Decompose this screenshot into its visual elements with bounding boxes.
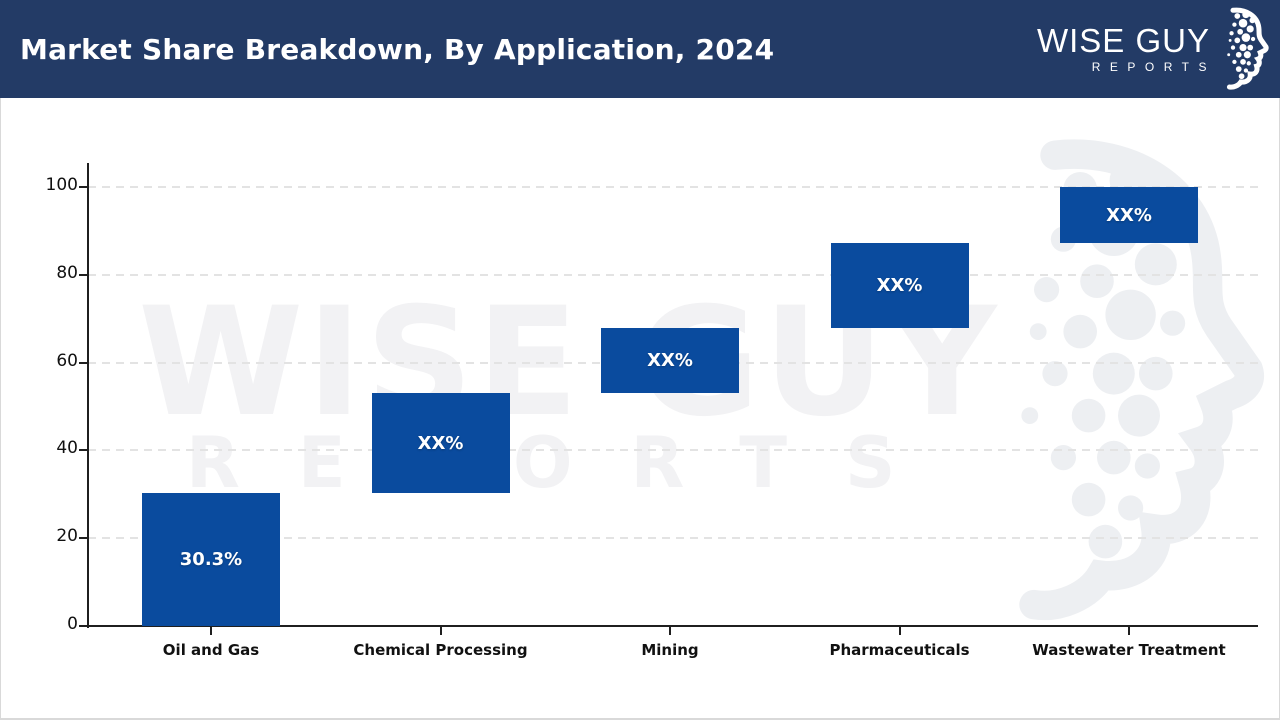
x-axis-line (84, 625, 1258, 627)
y-gridline (88, 186, 1258, 188)
x-tick-label: Wastewater Treatment (1032, 641, 1226, 659)
x-tick-mark (669, 627, 671, 635)
x-tick-mark (898, 627, 901, 635)
header-banner: Market Share Breakdown, By Application, … (0, 0, 1280, 98)
y-tick-label: 20 (56, 526, 78, 547)
chart-title: Market Share Breakdown, By Application, … (20, 32, 775, 66)
y-axis-line (87, 163, 89, 628)
x-tick-label: Chemical Processing (353, 641, 528, 659)
bar-value-label: XX% (647, 350, 693, 372)
y-gridline (88, 537, 1258, 540)
bar-value-label: XX% (1106, 204, 1152, 226)
y-tick-label: 60 (56, 350, 78, 371)
wiseguy-face-icon (1226, 7, 1269, 90)
x-tick-mark (439, 627, 442, 635)
y-tick-mark (79, 625, 88, 627)
brand-logo-text: WISE GUY REPORTS (1037, 24, 1210, 74)
y-tick-mark (79, 449, 88, 452)
brand-subtitle: REPORTS (1091, 60, 1216, 74)
waterfall-bar: XX% (1060, 187, 1198, 244)
y-tick-mark (79, 361, 88, 364)
watermark-text-reports: REPORTS (186, 422, 954, 504)
y-tick-label: 0 (67, 614, 78, 634)
bar-value-label: XX% (876, 275, 923, 297)
x-tick-label: Pharmaceuticals (829, 641, 970, 659)
waterfall-bar: XX% (601, 328, 739, 394)
x-tick-label: Mining (641, 641, 699, 659)
x-tick-mark (1128, 627, 1130, 635)
brand-logo: WISE GUY REPORTS (1037, 0, 1270, 98)
y-gridline (88, 449, 1258, 452)
waterfall-bar: XX% (830, 243, 969, 329)
y-tick-mark (79, 186, 88, 188)
bar-value-label: 30.3% (179, 548, 243, 570)
waterfall-bar: XX% (371, 393, 510, 493)
y-tick-mark (79, 537, 88, 540)
y-tick-label: 100 (45, 175, 78, 195)
y-tick-mark (79, 273, 88, 276)
x-tick-label: Oil and Gas (162, 641, 260, 659)
bar-value-label: XX% (417, 432, 464, 454)
brand-name: WISE GUY (1036, 22, 1210, 59)
y-tick-label: 40 (56, 438, 78, 459)
watermark-face-icon (1019, 139, 1264, 621)
y-tick-label: 80 (56, 262, 78, 283)
y-gridline (88, 273, 1258, 276)
x-tick-mark (210, 627, 212, 635)
waterfall-bar: 30.3% (142, 492, 280, 626)
